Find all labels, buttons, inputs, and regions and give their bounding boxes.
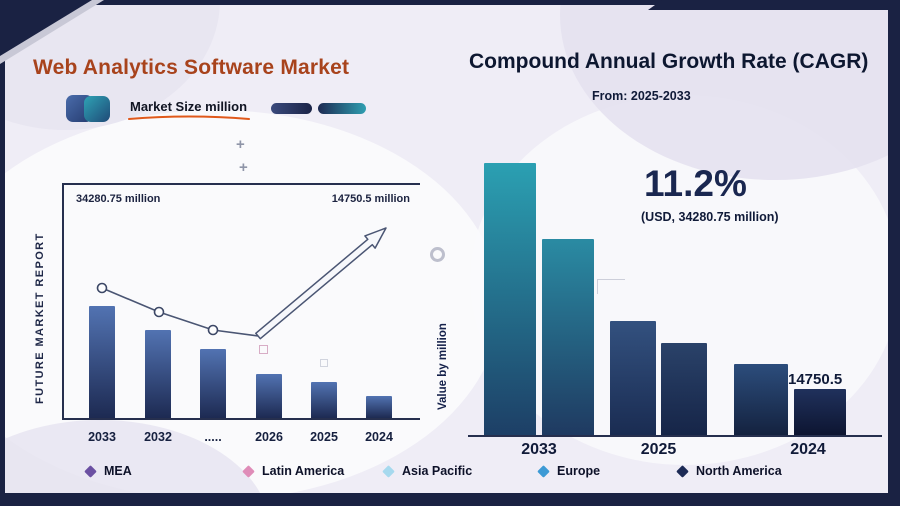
square-decoration bbox=[320, 359, 328, 367]
cagr-bar-2025-b bbox=[661, 343, 707, 435]
cagr-subtitle: From: 2025-2033 bbox=[592, 89, 691, 103]
latin-america-diamond-icon bbox=[242, 464, 255, 478]
legend-label: Latin America bbox=[262, 464, 345, 478]
legend-label: Europe bbox=[557, 464, 601, 478]
bar-2025: 2025 bbox=[310, 185, 338, 444]
watermark-vertical-label: FUTURE MARKET REPORT bbox=[34, 232, 46, 404]
cagr-bar-2024-a bbox=[734, 364, 788, 435]
cagr-x-label-2025: 2025 bbox=[640, 441, 677, 458]
legend-label: MEA bbox=[104, 464, 132, 478]
legend-label: North America bbox=[696, 464, 782, 478]
frame-top bbox=[0, 0, 900, 5]
bar-2032-fill bbox=[145, 330, 171, 418]
cagr-x-label-2024: 2024 bbox=[790, 441, 826, 458]
north-america-diamond-icon bbox=[676, 464, 689, 478]
plus-icon: + bbox=[239, 159, 248, 176]
orange-underline bbox=[128, 115, 250, 120]
cagr-bar-2033-b bbox=[542, 239, 594, 435]
chart-max-value-label: 34280.75 million bbox=[76, 193, 161, 205]
circle-decoration bbox=[430, 247, 445, 262]
legend-item-europe: Europe bbox=[537, 464, 601, 478]
legend-item-asia-pacific: Asia Pacific bbox=[382, 464, 473, 478]
frame-corner-triangle bbox=[0, 0, 92, 56]
pill-decoration bbox=[318, 103, 366, 114]
x-label-ellipsis: ..... bbox=[204, 430, 222, 444]
x-label-2025: 2025 bbox=[310, 430, 338, 444]
x-label-2024: 2024 bbox=[365, 430, 393, 444]
frame-right bbox=[888, 0, 900, 506]
bar-2024: 2024 bbox=[365, 185, 393, 444]
mea-diamond-icon bbox=[84, 464, 97, 478]
chart-end-value-label: 14750.5 million bbox=[331, 193, 410, 205]
square-decoration bbox=[259, 345, 268, 354]
cagr-chart bbox=[468, 160, 882, 437]
corner-decoration bbox=[597, 279, 625, 294]
bar-2033: 2033 bbox=[88, 185, 116, 444]
europe-diamond-icon bbox=[537, 464, 550, 478]
value-axis-label: Value by million bbox=[437, 323, 449, 410]
x-label-2032: 2032 bbox=[144, 430, 172, 444]
cagr-x-label-2033: 2033 bbox=[521, 441, 557, 458]
value-callout: 14750.5 bbox=[788, 371, 843, 388]
cagr-detail: (USD, 34280.75 million) bbox=[641, 210, 779, 224]
plus-icon: + bbox=[236, 136, 245, 153]
cagr-value: 11.2% bbox=[644, 163, 747, 204]
cagr-title: Compound Annual Growth Rate (CAGR) bbox=[469, 50, 869, 73]
left-chart-title: Web Analytics Software Market bbox=[33, 56, 350, 79]
cagr-bar-2025-a bbox=[610, 321, 656, 435]
bar-2024-fill bbox=[366, 396, 392, 418]
market-size-chart: 34280.75 million 14750.5 million 2033 20… bbox=[62, 183, 420, 444]
trend-line-arrow bbox=[96, 227, 387, 340]
frame-left bbox=[0, 0, 5, 506]
bar-2025-fill bbox=[311, 382, 337, 418]
cagr-bar-2024-b bbox=[794, 389, 846, 435]
legend-item-mea: MEA bbox=[84, 464, 132, 478]
frame-top-right-band bbox=[648, 0, 900, 10]
asia-pacific-diamond-icon bbox=[382, 464, 395, 478]
legend-item-latin-america: Latin America bbox=[242, 464, 345, 478]
bar-2026-fill bbox=[256, 374, 282, 418]
bar-2032: 2032 bbox=[144, 185, 172, 444]
legend-item-north-america: North America bbox=[676, 464, 782, 478]
bar-ellipsis: ..... bbox=[200, 185, 226, 444]
bar-ellipsis-fill bbox=[200, 349, 226, 418]
bar-2026: 2026 bbox=[255, 185, 283, 444]
frame-bottom bbox=[0, 493, 900, 506]
x-label-2033: 2033 bbox=[88, 430, 116, 444]
legend-swatch-icon bbox=[84, 96, 110, 122]
cagr-bar-2033-a bbox=[484, 163, 536, 435]
pill-decoration bbox=[271, 103, 312, 114]
legend-label: Asia Pacific bbox=[402, 464, 473, 478]
market-size-legend-label: Market Size million bbox=[130, 99, 248, 114]
x-label-2026: 2026 bbox=[255, 430, 283, 444]
bar-2033-fill bbox=[89, 306, 115, 418]
